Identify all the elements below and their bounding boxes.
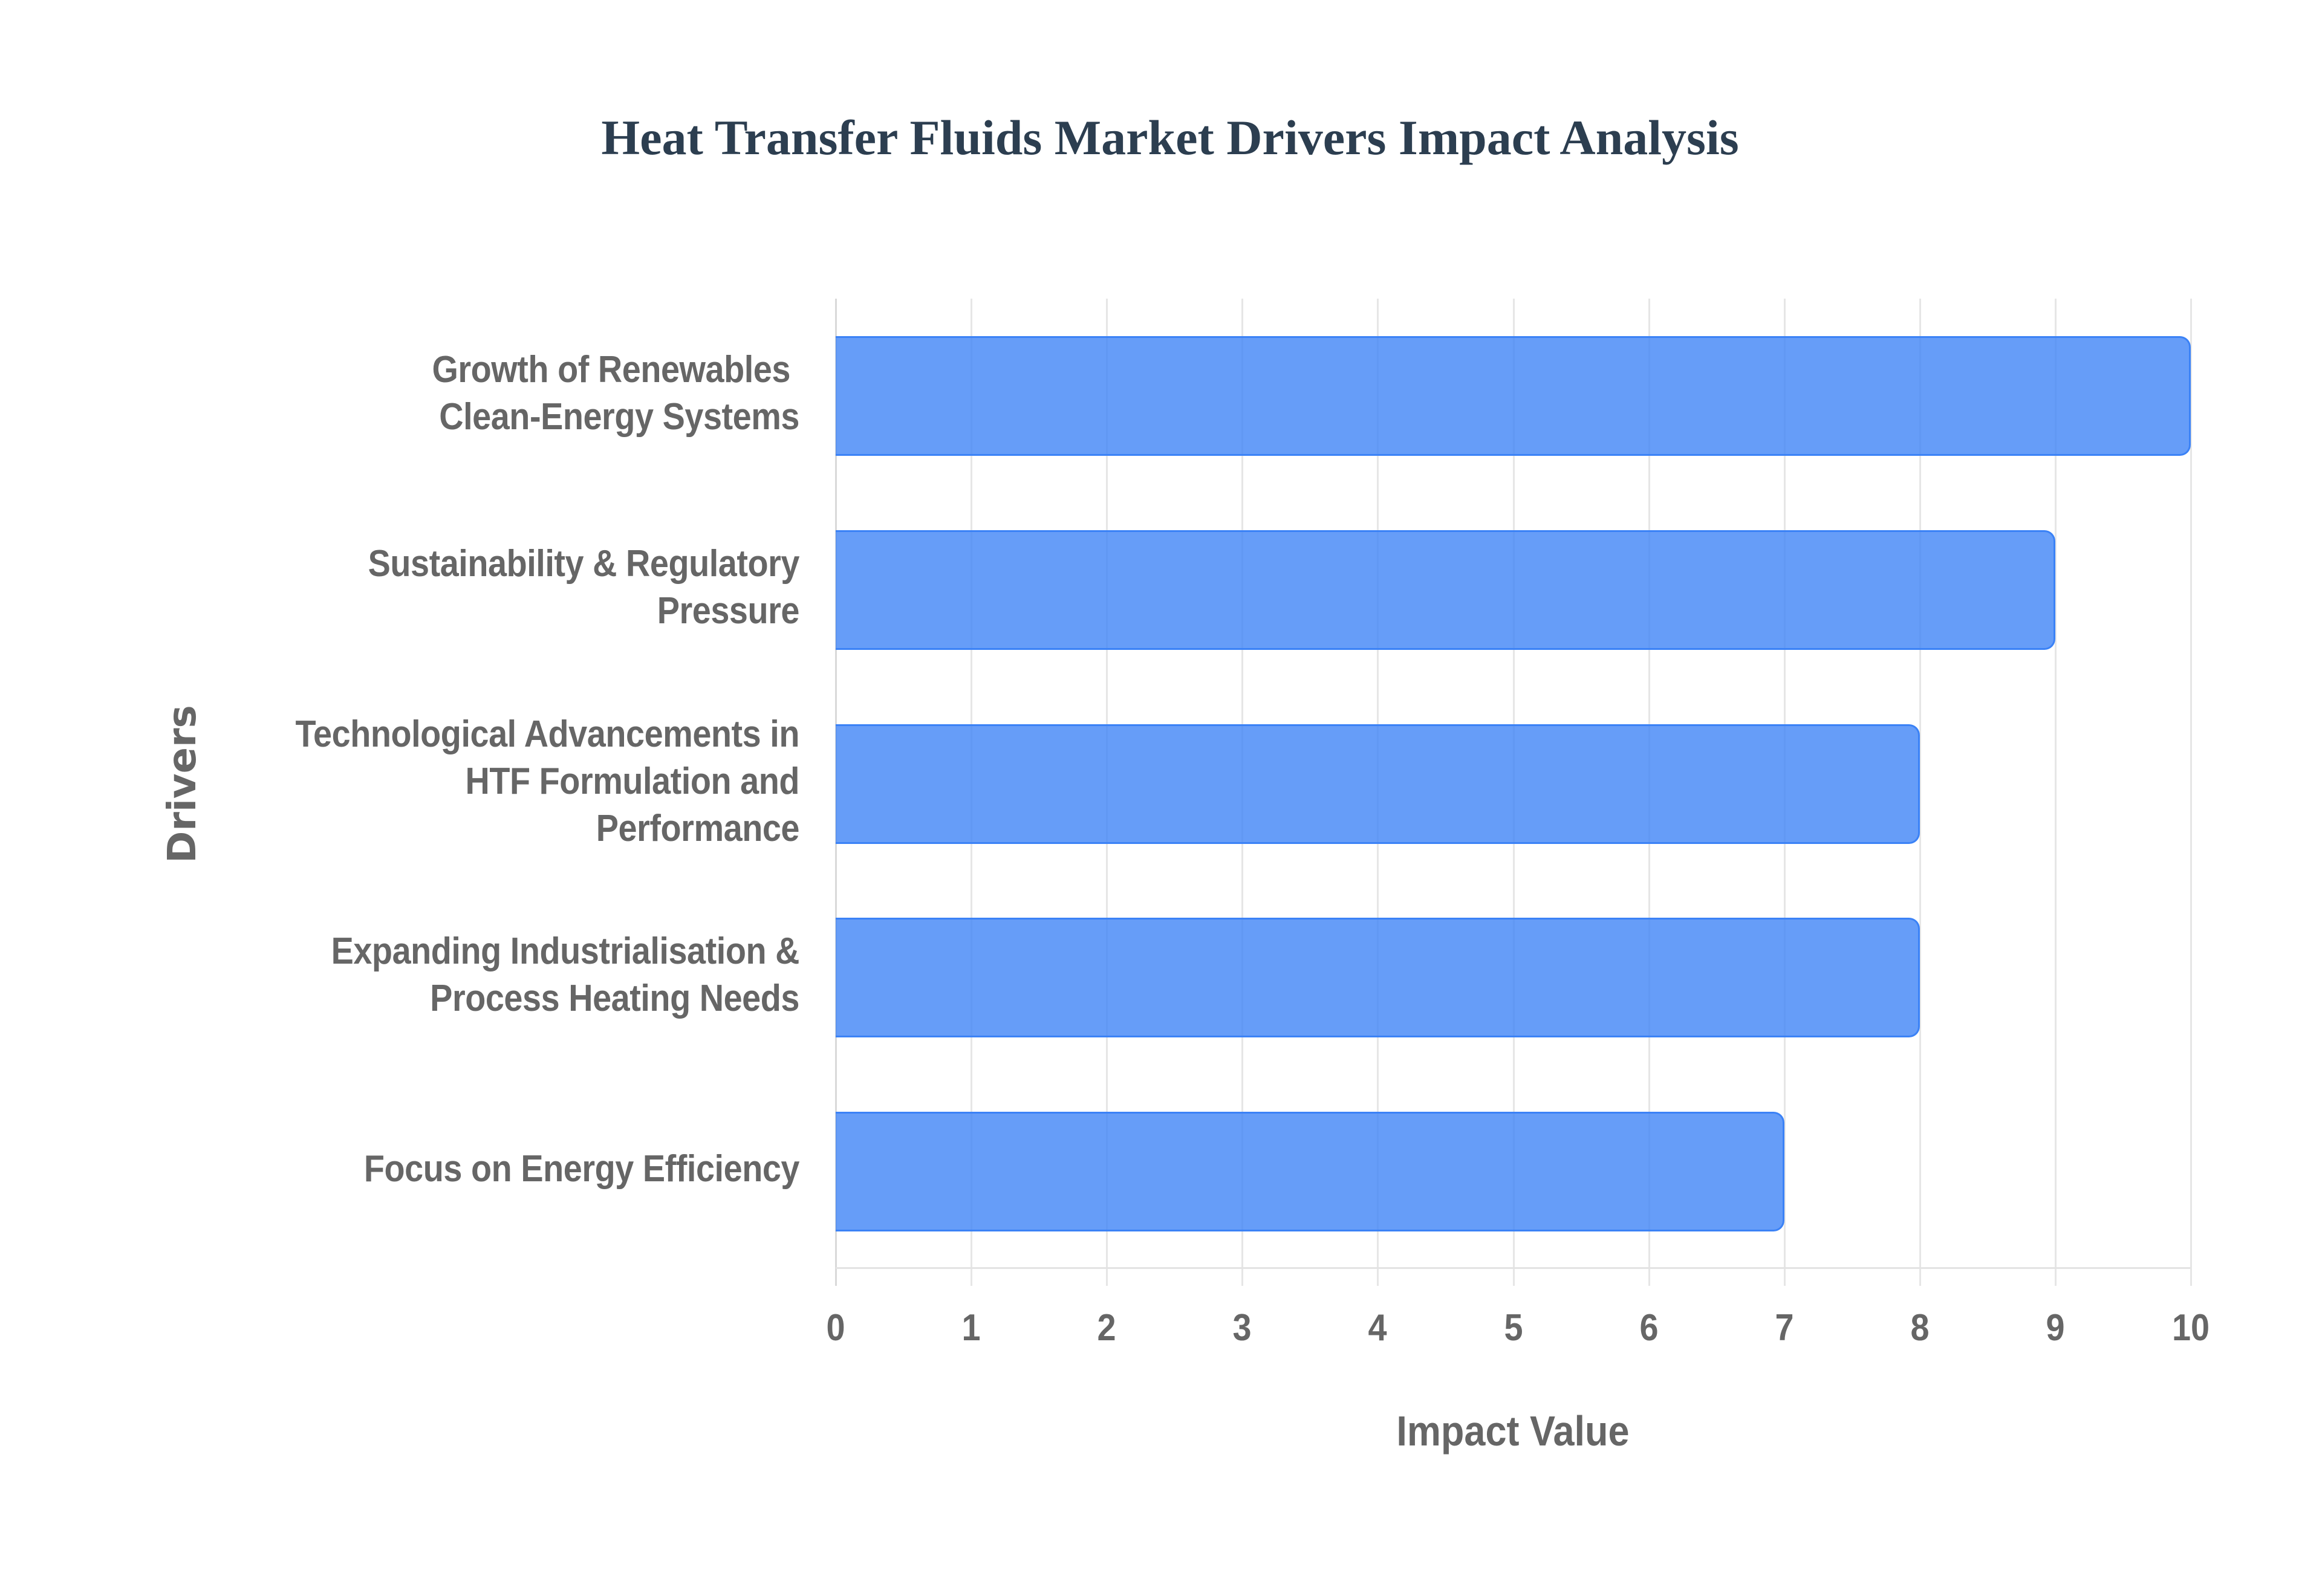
chart-title: Heat Transfer Fluids Market Drivers Impa… — [601, 110, 1739, 165]
y-category-label-line: Growth of Renewables — [432, 349, 799, 391]
y-category-label-line: Process Heating Needs — [430, 978, 799, 1020]
y-category-label: Technological Advancements in HTF Formula… — [146, 711, 800, 852]
x-tick-label: 4 — [1368, 1307, 1387, 1349]
x-tick-label: 5 — [1503, 1307, 1523, 1349]
x-axis-line — [836, 1267, 2191, 1269]
y-category-label-line: Performance — [596, 807, 800, 849]
y-category-label: Growth of Renewables Clean-Energy System… — [146, 346, 799, 441]
x-tick-label: 1 — [961, 1307, 981, 1349]
y-category-label: Focus on Energy Efficiency — [146, 1146, 800, 1193]
y-category-label-line: Clean-Energy Systems — [439, 396, 799, 438]
x-tick-label: 6 — [1639, 1307, 1659, 1349]
x-tick-label: 2 — [1097, 1307, 1116, 1349]
x-tick-label: 0 — [826, 1307, 845, 1349]
x-tick-label: 7 — [1775, 1307, 1794, 1349]
y-category-label: Sustainability & Regulatory Pressure — [146, 540, 800, 635]
plot-area — [835, 299, 2192, 1286]
bar[interactable] — [836, 918, 1920, 1038]
y-category-label: Expanding Industrialisation & Process Hea… — [146, 928, 800, 1022]
y-category-label-line: Expanding Industrialisation & — [331, 930, 800, 973]
bar[interactable] — [836, 530, 2055, 650]
x-axis-title: Impact Value — [1396, 1407, 1630, 1455]
y-category-label-line: HTF Formulation and — [465, 760, 799, 802]
y-category-label-line: Pressure — [657, 589, 800, 632]
x-tick-label: 3 — [1232, 1307, 1252, 1349]
y-category-label-line: Sustainability & Regulatory — [368, 542, 800, 585]
bar[interactable] — [836, 336, 2191, 456]
y-category-label-line: Focus on Energy Efficiency — [363, 1148, 800, 1190]
y-category-label-line: Technological Advancements in — [295, 713, 800, 755]
x-tick-label: 10 — [2171, 1307, 2210, 1349]
gridline — [2054, 299, 2057, 1286]
x-tick-label: 8 — [1910, 1307, 1930, 1349]
bar[interactable] — [836, 724, 1920, 844]
bar[interactable] — [836, 1112, 1784, 1232]
gridline — [1919, 299, 1921, 1286]
x-tick-label: 9 — [2046, 1307, 2065, 1349]
gridline — [2190, 299, 2192, 1286]
